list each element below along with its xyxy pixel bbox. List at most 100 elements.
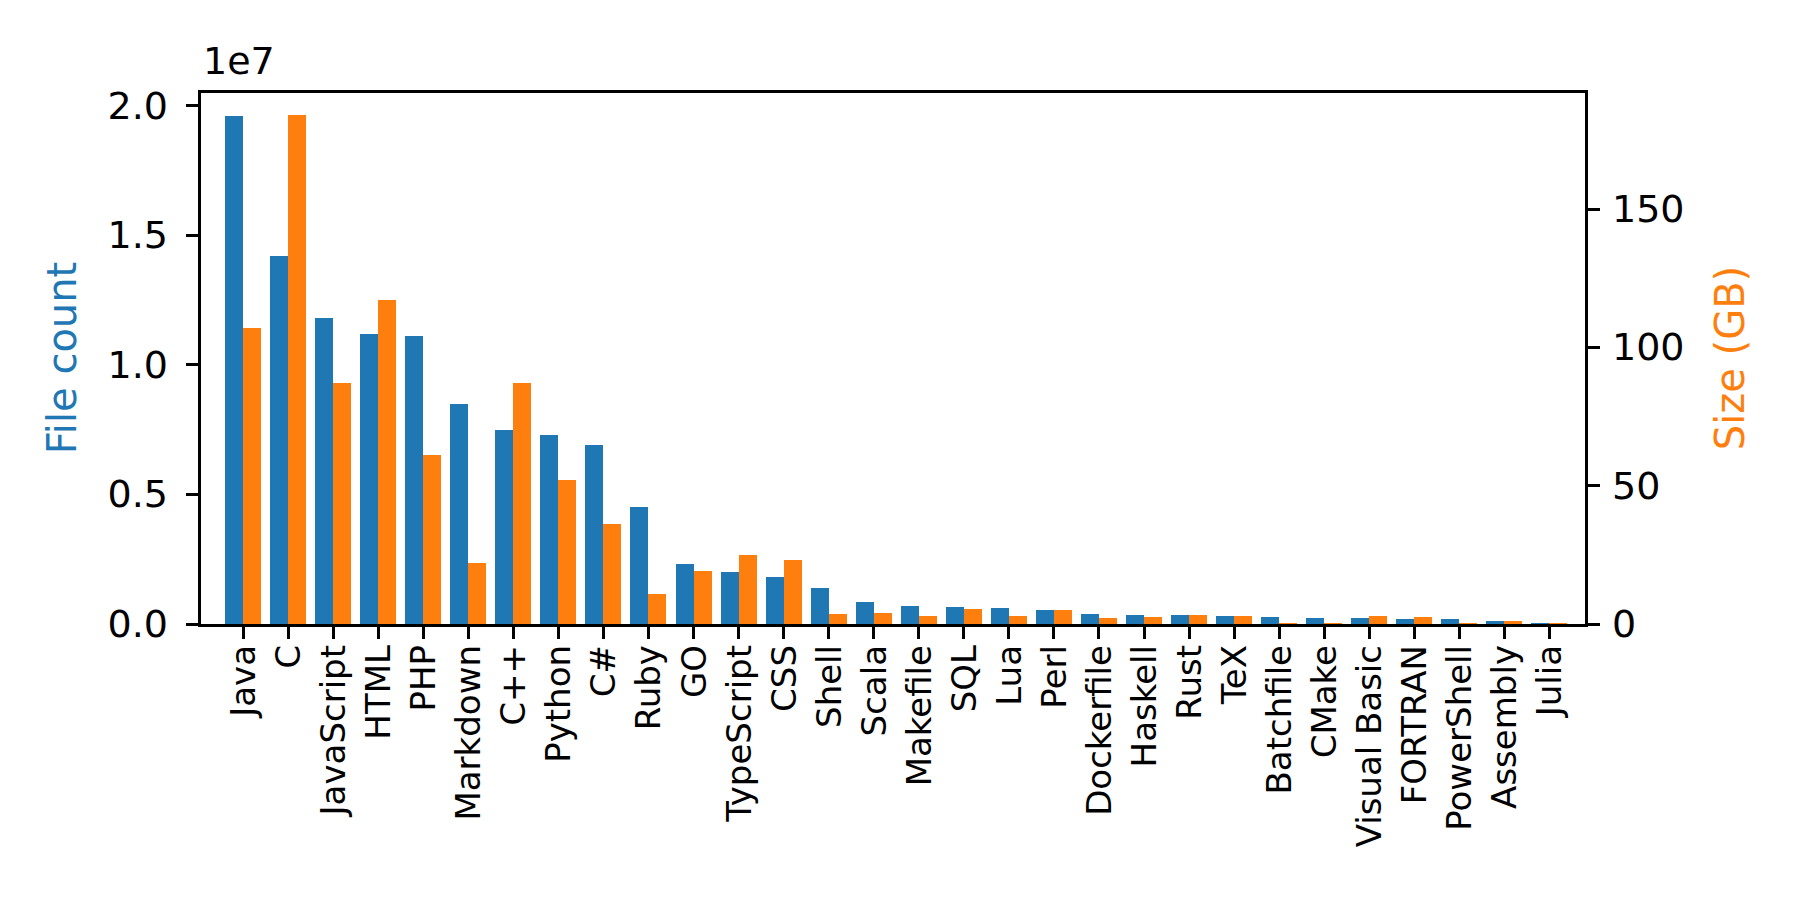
x-tick-label-Scala: Scala	[856, 645, 892, 736]
bar-file-count-Visual Basic	[1351, 618, 1369, 624]
x-tick-Dockerfile	[1097, 627, 1100, 639]
x-tick-label-TypeScript: TypeScript	[721, 645, 757, 822]
bar-size-gb-JavaScript	[333, 383, 351, 624]
bar-file-count-C#	[585, 445, 603, 624]
x-tick-TypeScript	[737, 627, 740, 639]
bar-file-count-TypeScript	[721, 572, 739, 624]
x-tick-PHP	[422, 627, 425, 639]
bar-size-gb-Rust	[1189, 615, 1207, 624]
bar-size-gb-SQL	[964, 609, 982, 624]
x-tick-label-GO: GO	[676, 645, 712, 698]
y-tick-left-1.0	[186, 363, 198, 366]
x-tick-label-Batchfile: Batchfile	[1261, 645, 1297, 795]
bar-size-gb-CMake	[1324, 623, 1342, 624]
x-tick-Java	[242, 627, 245, 639]
x-tick-label-Python: Python	[540, 645, 576, 763]
y-tick-label-left-1.5: 1.5	[0, 216, 168, 254]
bar-file-count-Makefile	[901, 606, 919, 624]
bar-size-gb-Makefile	[919, 616, 937, 624]
bar-file-count-Assembly	[1486, 621, 1504, 624]
x-tick-TeX	[1233, 627, 1236, 639]
y-tick-right-150	[1588, 208, 1600, 211]
x-tick-SQL	[962, 627, 965, 639]
bar-size-gb-Batchfile	[1279, 623, 1297, 624]
bar-size-gb-Shell	[829, 614, 847, 624]
y-axis-offset-label: 1e7	[203, 42, 275, 80]
x-tick-label-Perl: Perl	[1036, 645, 1072, 709]
x-tick-PowerShell	[1458, 627, 1461, 639]
bar-size-gb-Haskell	[1144, 617, 1162, 624]
x-tick-label-C#: C#	[585, 645, 621, 697]
x-tick-Perl	[1052, 627, 1055, 639]
bar-file-count-Markdown	[450, 404, 468, 624]
bar-file-count-Haskell	[1126, 615, 1144, 624]
right-axis-title: Size (GB)	[1708, 266, 1752, 450]
x-tick-C#	[602, 627, 605, 639]
bar-size-gb-FORTRAN	[1414, 617, 1432, 624]
y-tick-left-0.0	[186, 623, 198, 626]
bar-file-count-JavaScript	[315, 318, 333, 624]
x-tick-label-HTML: HTML	[360, 645, 396, 740]
bar-size-gb-Julia	[1549, 623, 1567, 624]
chart-canvas: 1e7 File count Size (GB) JavaCJavaScript…	[0, 0, 1800, 900]
x-tick-Batchfile	[1278, 627, 1281, 639]
y-tick-label-right-50: 50	[1612, 467, 1660, 505]
x-tick-label-Java: Java	[225, 645, 261, 717]
bar-size-gb-TypeScript	[739, 555, 757, 624]
bar-size-gb-PowerShell	[1459, 623, 1477, 624]
bar-size-gb-Visual Basic	[1369, 616, 1387, 624]
x-tick-Ruby	[647, 627, 650, 639]
bar-file-count-Shell	[811, 588, 829, 624]
x-tick-label-Shell: Shell	[811, 645, 847, 728]
bar-file-count-C++	[495, 430, 513, 624]
y-tick-label-left-1.0: 1.0	[0, 346, 168, 384]
x-tick-HTML	[377, 627, 380, 639]
x-tick-label-CMake: CMake	[1306, 645, 1342, 758]
x-tick-Visual Basic	[1368, 627, 1371, 639]
bar-size-gb-Lua	[1009, 616, 1027, 624]
y-tick-label-left-0.0: 0.0	[0, 605, 168, 643]
bar-file-count-FORTRAN	[1396, 619, 1414, 624]
x-tick-label-Haskell: Haskell	[1126, 645, 1162, 767]
x-tick-label-JavaScript: JavaScript	[315, 645, 351, 815]
bar-file-count-PowerShell	[1441, 619, 1459, 624]
x-tick-GO	[692, 627, 695, 639]
bar-file-count-Batchfile	[1261, 617, 1279, 624]
x-tick-Scala	[872, 627, 875, 639]
x-tick-Haskell	[1143, 627, 1146, 639]
x-tick-label-Lua: Lua	[991, 645, 1027, 706]
y-tick-label-right-150: 150	[1612, 190, 1685, 228]
bar-size-gb-Java	[243, 328, 261, 624]
y-tick-label-left-0.5: 0.5	[0, 475, 168, 513]
bar-size-gb-C++	[513, 383, 531, 624]
bar-file-count-CSS	[766, 577, 784, 624]
bar-size-gb-Markdown	[468, 563, 486, 624]
x-tick-Lua	[1007, 627, 1010, 639]
bar-file-count-SQL	[946, 607, 964, 624]
x-tick-C++	[512, 627, 515, 639]
x-tick-label-C++: C++	[495, 645, 531, 726]
plot-area	[198, 90, 1588, 627]
bar-file-count-Perl	[1036, 610, 1054, 624]
bar-size-gb-GO	[694, 571, 712, 624]
x-tick-Shell	[827, 627, 830, 639]
x-tick-Python	[557, 627, 560, 639]
y-tick-label-right-0: 0	[1612, 605, 1636, 643]
bar-size-gb-Assembly	[1504, 621, 1522, 624]
x-tick-CMake	[1323, 627, 1326, 639]
y-tick-left-2.0	[186, 104, 198, 107]
x-tick-label-Markdown: Markdown	[450, 645, 486, 821]
x-tick-label-Dockerfile: Dockerfile	[1081, 645, 1117, 816]
bar-size-gb-CSS	[784, 560, 802, 624]
x-tick-label-Rust: Rust	[1171, 645, 1207, 720]
bar-file-count-CMake	[1306, 618, 1324, 624]
y-tick-right-0	[1588, 623, 1600, 626]
y-tick-label-right-100: 100	[1612, 328, 1685, 366]
y-tick-left-1.5	[186, 234, 198, 237]
bar-file-count-TeX	[1216, 616, 1234, 624]
bar-size-gb-HTML	[378, 300, 396, 624]
x-tick-Markdown	[467, 627, 470, 639]
bar-size-gb-C#	[603, 524, 621, 624]
y-tick-label-left-2.0: 2.0	[0, 87, 168, 125]
bar-file-count-Ruby	[630, 507, 648, 624]
